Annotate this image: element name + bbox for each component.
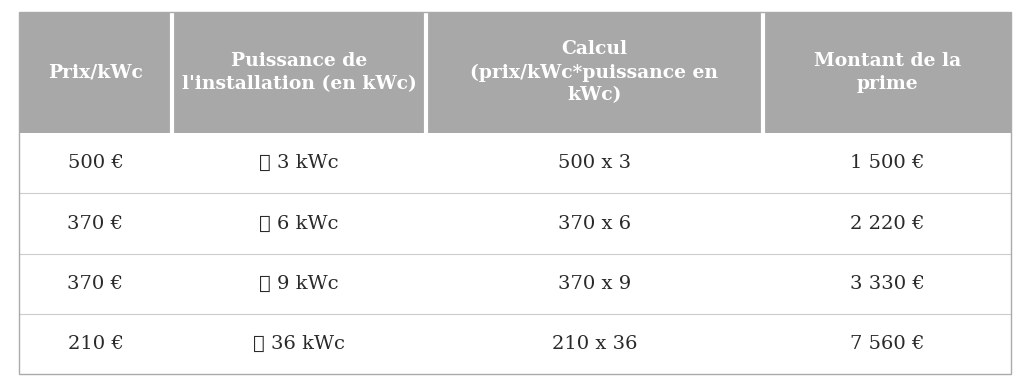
Text: ⩽ 9 kWc: ⩽ 9 kWc [260,275,339,293]
Text: Prix/kWc: Prix/kWc [48,63,143,81]
Text: 370 x 6: 370 x 6 [558,215,631,233]
Text: Puissance de
l'installation (en kWc): Puissance de l'installation (en kWc) [181,52,416,93]
Text: 370 €: 370 € [68,215,124,233]
Text: 370 x 9: 370 x 9 [558,275,631,293]
Text: 7 560 €: 7 560 € [850,335,925,353]
Text: 370 €: 370 € [68,275,124,293]
Bar [19,12,1011,133]
Text: 3 330 €: 3 330 € [850,275,925,293]
Text: 500 €: 500 € [68,154,124,172]
Text: 210 x 36: 210 x 36 [552,335,638,353]
Text: ⩽ 36 kWc: ⩽ 36 kWc [253,335,345,353]
Text: Calcul
(prix/kWc*puissance en
kWc): Calcul (prix/kWc*puissance en kWc) [471,40,719,105]
Text: 500 x 3: 500 x 3 [558,154,631,172]
Text: 210 €: 210 € [68,335,124,353]
Text: 1 500 €: 1 500 € [850,154,925,172]
Text: ⩽ 3 kWc: ⩽ 3 kWc [260,154,339,172]
Text: ⩽ 6 kWc: ⩽ 6 kWc [260,215,339,233]
Text: 2 220 €: 2 220 € [850,215,925,233]
Text: Montant de la
prime: Montant de la prime [814,52,961,93]
